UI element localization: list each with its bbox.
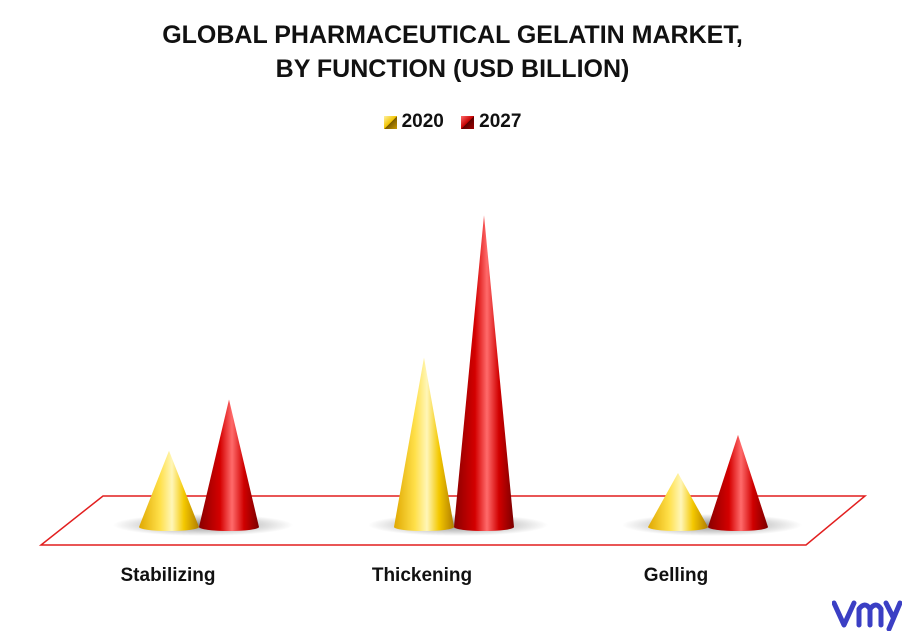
cone-thickening-2020 [394, 357, 454, 531]
legend-label-2027: 2027 [479, 111, 522, 132]
cone-thickening-2027 [454, 215, 514, 531]
cone-gelling-2027 [708, 434, 768, 531]
legend: 2020 2027 [0, 111, 905, 135]
legend-swatch-2027 [461, 115, 475, 129]
category-label-stabilizing: Stabilizing [121, 565, 216, 586]
legend-item-2027: 2027 [461, 111, 521, 133]
cone-body-thickening-2027 [454, 215, 514, 531]
category-label-gelling: Gelling [644, 565, 708, 586]
cone-stabilizing-2020 [139, 450, 199, 531]
cone-gelling-2020 [648, 473, 708, 531]
legend-label-2020: 2020 [401, 111, 444, 132]
category-labels: Stabilizing Thickening Gelling [121, 565, 709, 586]
chart-title: GLOBAL PHARMACEUTICAL GELATIN MARKET, BY… [0, 18, 905, 86]
cone-body-gelling-2020 [648, 473, 708, 531]
cone-body-thickening-2020 [394, 357, 454, 531]
vmr-logo-icon [832, 600, 902, 631]
cone-body-stabilizing-2020 [139, 450, 199, 531]
cone-body-stabilizing-2027 [199, 399, 259, 531]
chart-title-line-1: GLOBAL PHARMACEUTICAL GELATIN MARKET, [162, 21, 743, 49]
cone-stabilizing-2027 [199, 399, 259, 531]
category-label-thickening: Thickening [372, 565, 472, 586]
legend-swatch-2020 [383, 115, 397, 129]
cones [139, 215, 768, 531]
cone-body-gelling-2027 [708, 434, 768, 531]
chart-title-line-2: BY FUNCTION (USD BILLION) [275, 55, 630, 83]
legend-item-2020: 2020 [383, 111, 444, 133]
